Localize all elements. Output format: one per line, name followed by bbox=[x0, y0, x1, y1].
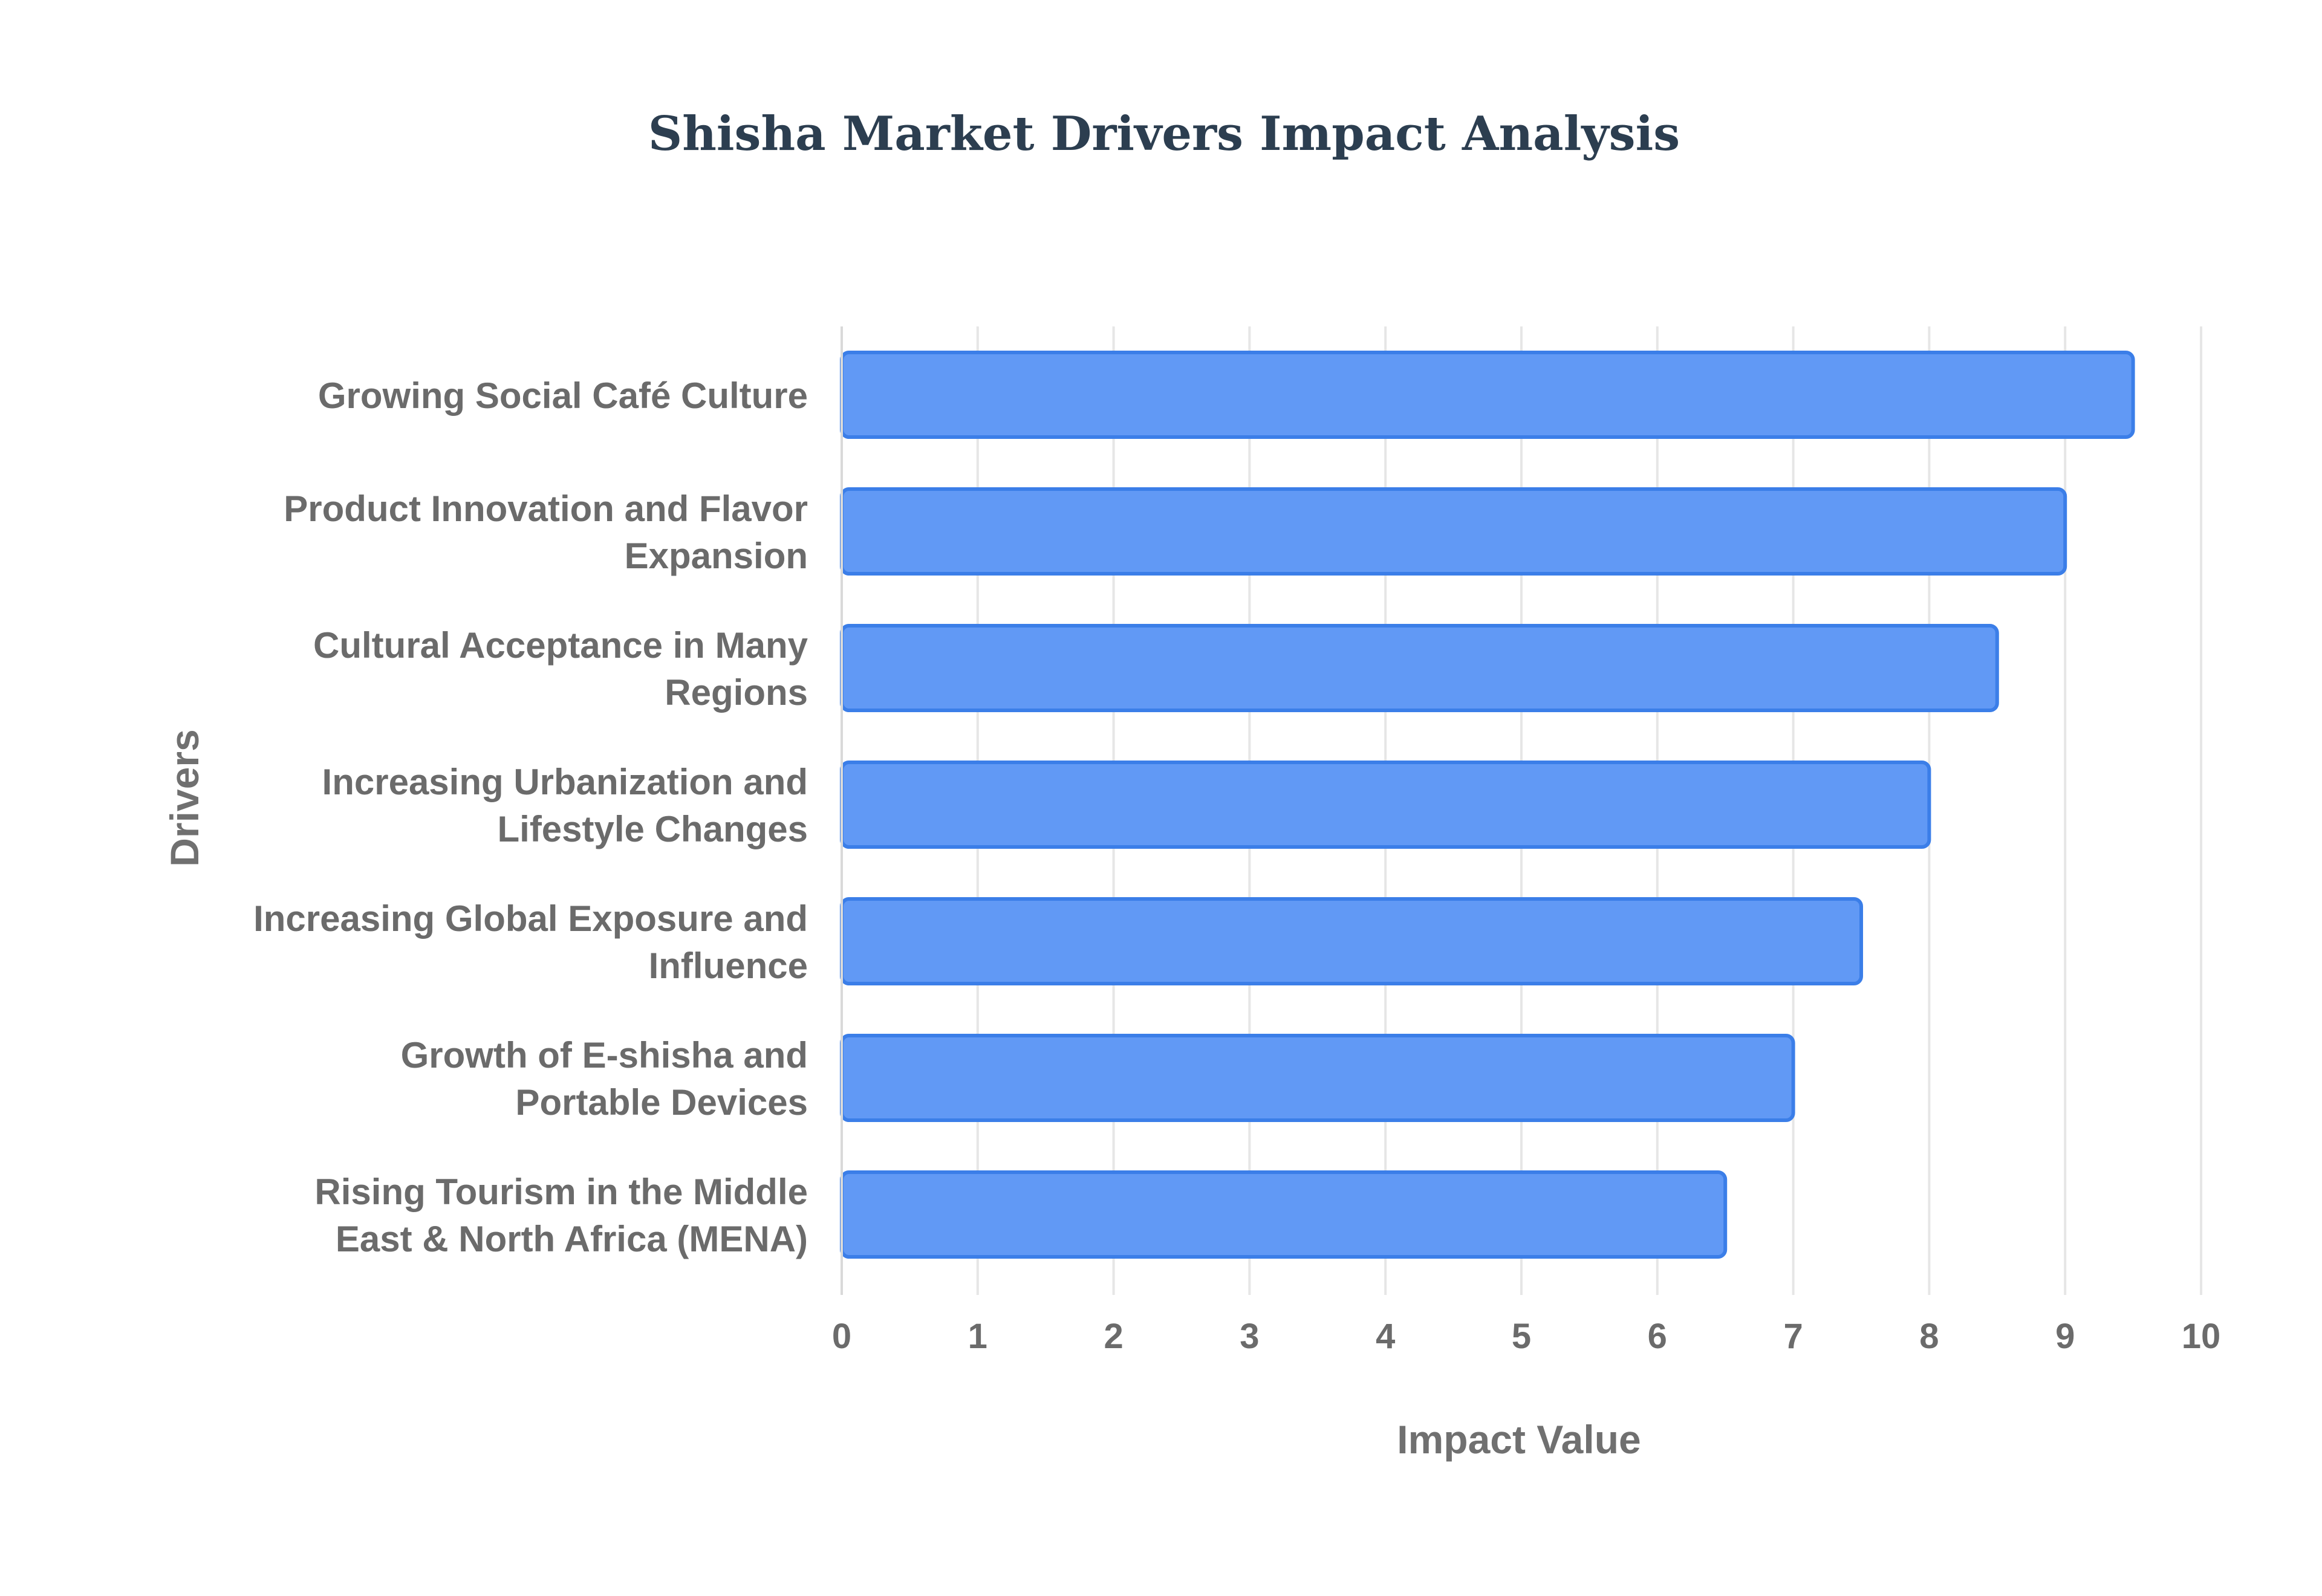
category-label: Increasing Global Exposure and bbox=[253, 898, 808, 939]
bar[interactable] bbox=[840, 623, 1999, 713]
bar[interactable] bbox=[840, 897, 1863, 986]
category-label: East & North Africa (MENA) bbox=[336, 1219, 808, 1259]
category-label: Lifestyle Changes bbox=[498, 809, 808, 849]
x-tick-label: 7 bbox=[1783, 1317, 1803, 1356]
x-tick-label: 0 bbox=[832, 1317, 851, 1356]
x-tick-label: 4 bbox=[1376, 1317, 1395, 1356]
category-label: Regions bbox=[665, 672, 808, 713]
y-axis-title: Drivers bbox=[162, 729, 207, 867]
bar[interactable] bbox=[840, 1170, 1728, 1259]
category-label: Cultural Acceptance in Many bbox=[313, 625, 808, 666]
x-tick-label: 2 bbox=[1104, 1317, 1123, 1356]
x-tick-label: 3 bbox=[1240, 1317, 1259, 1356]
x-tick-label: 9 bbox=[2055, 1317, 2075, 1356]
category-label: Growing Social Café Culture bbox=[318, 375, 808, 416]
x-tick-label: 1 bbox=[968, 1317, 987, 1356]
x-tick-label: 6 bbox=[1648, 1317, 1667, 1356]
x-tick-label: 10 bbox=[2182, 1317, 2221, 1356]
category-label: Rising Tourism in the Middle bbox=[314, 1172, 808, 1212]
x-tick-labels: 0 1 2 3 4 5 6 7 8 9 10 bbox=[832, 1317, 2220, 1356]
category-label: Portable Devices bbox=[515, 1082, 808, 1123]
category-label: Product Innovation and Flavor bbox=[284, 488, 808, 529]
x-axis-title: Impact Value bbox=[1397, 1417, 1641, 1462]
bars bbox=[840, 350, 2135, 1259]
category-label: Growth of E-shisha and bbox=[401, 1035, 808, 1075]
category-label: Expansion bbox=[625, 536, 808, 576]
category-label: Increasing Urbanization and bbox=[322, 762, 808, 802]
chart-title: Shisha Market Drivers Impact Analysis bbox=[648, 106, 1680, 161]
x-tick-label: 5 bbox=[1512, 1317, 1531, 1356]
bar[interactable] bbox=[840, 350, 2135, 440]
bar[interactable] bbox=[840, 487, 2067, 576]
bar[interactable] bbox=[840, 1033, 1795, 1123]
category-label: Influence bbox=[649, 946, 808, 986]
x-tick-label: 8 bbox=[1919, 1317, 1939, 1356]
category-labels: Growing Social Café Culture Product Innov… bbox=[253, 375, 808, 1259]
bar[interactable] bbox=[840, 760, 1931, 849]
